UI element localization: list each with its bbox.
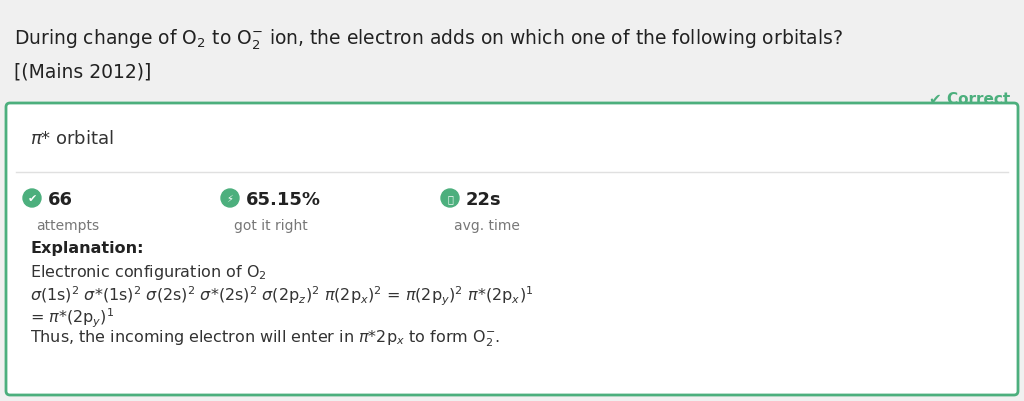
Circle shape — [221, 190, 239, 207]
Text: = $\pi$*(2p$_y$)$^1$: = $\pi$*(2p$_y$)$^1$ — [30, 306, 115, 330]
FancyBboxPatch shape — [6, 104, 1018, 395]
Text: Explanation:: Explanation: — [30, 241, 143, 255]
Text: ⏱: ⏱ — [447, 194, 453, 203]
Text: 22s: 22s — [466, 190, 502, 209]
Text: avg. time: avg. time — [454, 219, 520, 233]
Text: $\pi$* orbital: $\pi$* orbital — [30, 130, 114, 148]
Circle shape — [441, 190, 459, 207]
Text: attempts: attempts — [36, 219, 99, 233]
Text: Thus, the incoming electron will enter in $\pi$*2p$_x$ to form O$_2^{-}$.: Thus, the incoming electron will enter i… — [30, 328, 501, 348]
Text: During change of O$_2$ to O$_2^{-}$ ion, the electron adds on which one of the f: During change of O$_2$ to O$_2^{-}$ ion,… — [14, 28, 843, 53]
Text: 65.15%: 65.15% — [246, 190, 321, 209]
Text: ⚡: ⚡ — [226, 194, 233, 203]
Text: ✔ Correct: ✔ Correct — [929, 92, 1010, 107]
Text: ✔: ✔ — [28, 194, 37, 203]
Text: got it right: got it right — [234, 219, 308, 233]
Text: 66: 66 — [48, 190, 73, 209]
Circle shape — [23, 190, 41, 207]
Text: Electronic configuration of O$_2$: Electronic configuration of O$_2$ — [30, 262, 266, 281]
Text: $\sigma$(1s)$^2$ $\sigma$*(1s)$^2$ $\sigma$(2s)$^2$ $\sigma$*(2s)$^2$ $\sigma$(2: $\sigma$(1s)$^2$ $\sigma$*(1s)$^2$ $\sig… — [30, 284, 534, 308]
Text: [(Mains 2012)]: [(Mains 2012)] — [14, 62, 152, 81]
